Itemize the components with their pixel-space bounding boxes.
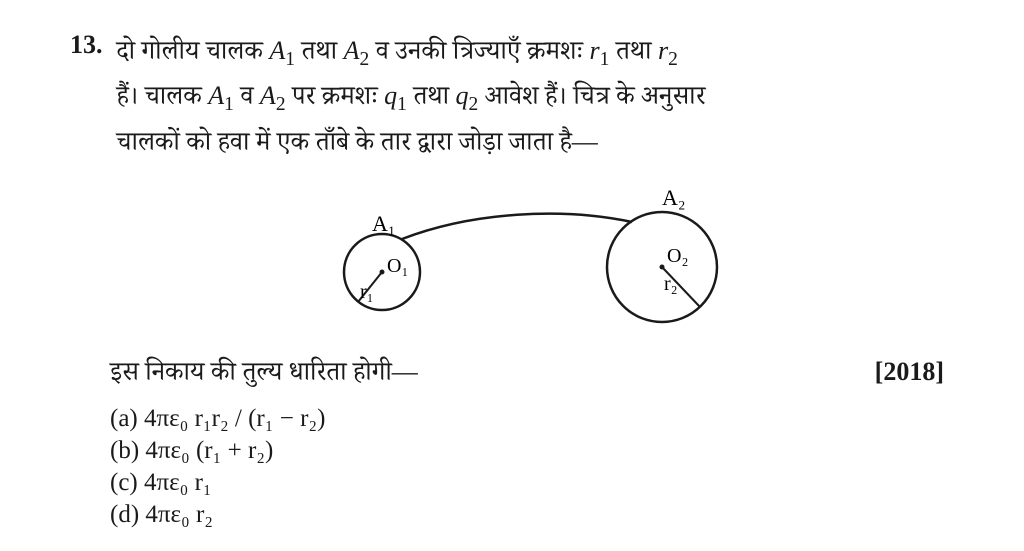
label-o2: O₂ [667,245,688,267]
t: तथा [609,36,658,65]
t: व उनकी त्रिज्याएँ क्रमशः [369,36,589,65]
A2s: 2 [359,49,369,70]
A2bs: 2 [276,95,286,116]
option-b: (b) 4πε₀ (r₁ + r₂) [110,435,550,467]
q2: q [456,81,469,110]
label-r1: r₁ [360,281,374,303]
option-a: (a) 4πε₀ r₁r₂ / (r₁ − r₂) [110,403,550,435]
t: हैं। चालक [117,81,209,110]
t: व [234,81,260,110]
label-a2: A₂ [662,185,686,210]
r1s: 1 [600,49,610,70]
label-r2: r₂ [664,273,678,295]
t: आवेश हैं। चित्र के अनुसार [478,81,705,110]
t: दो गोलीय चालक [117,36,270,65]
r2s: 2 [668,49,678,70]
A2b: A [260,81,276,110]
A1: A [269,36,285,65]
A1b: A [208,81,224,110]
option-d: (d) 4πε₀ r₂ [110,499,550,531]
question-text: दो गोलीय चालक A1 तथा A2 व उनकी त्रिज्याए… [117,30,957,162]
wire [402,214,632,239]
prompt-text: इस निकाय की तुल्य धारिता होगी— [110,357,418,397]
options-block: (a) 4πε₀ r₁r₂ / (r₁ − r₂) (b) 4πε₀ (r₁ +… [110,403,974,531]
label-a1: A₁ [372,211,396,236]
q1: q [384,81,397,110]
A2: A [344,36,360,65]
option-c: (c) 4πε₀ r₁ [110,467,550,499]
q2s: 2 [469,95,479,116]
question-number: 13. [70,30,110,60]
t: पर क्रमशः [286,81,385,110]
label-o1: O₁ [387,255,408,277]
A1s: 1 [285,49,295,70]
figure-two-spheres: A₁ O₁ r₁ A₂ O₂ r₂ [70,172,974,347]
t: तथा [295,36,344,65]
year-tag: [2018] [875,357,944,387]
q1s: 1 [397,95,407,116]
t: तथा [407,81,456,110]
A1bs: 1 [224,95,234,116]
t: चालकों को हवा में एक ताँबे के तार द्वारा… [117,127,598,156]
r1: r [589,36,599,65]
r2: r [658,36,668,65]
